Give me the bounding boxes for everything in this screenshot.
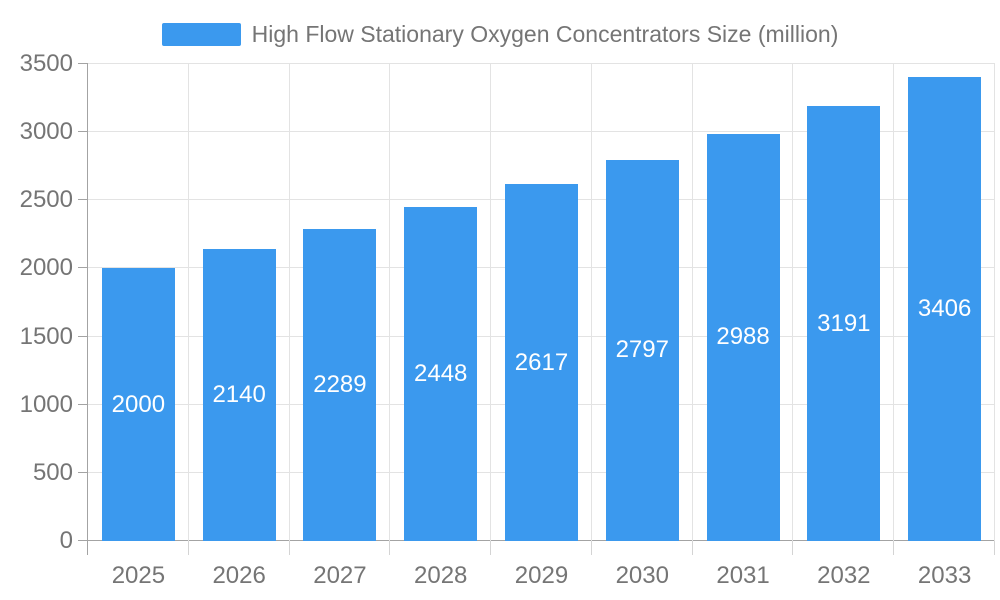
y-axis-tick xyxy=(78,540,88,541)
gridline-vertical xyxy=(389,64,391,541)
y-axis-tick xyxy=(78,267,88,269)
x-axis-tick xyxy=(792,541,794,555)
x-axis-tick-label: 2032 xyxy=(817,562,871,589)
gridline-vertical xyxy=(691,64,693,541)
x-axis-tick-label: 2026 xyxy=(212,562,266,589)
gridline-vertical xyxy=(893,64,895,541)
y-axis-tick xyxy=(78,335,88,337)
x-axis-tick-label: 2027 xyxy=(313,562,367,589)
bar-value-label: 2988 xyxy=(716,323,770,351)
x-axis-tick-label: 2028 xyxy=(414,562,468,589)
y-axis-tick-label: 1500 xyxy=(19,322,73,350)
x-axis-tick xyxy=(994,541,995,555)
x-axis-tick xyxy=(691,541,693,555)
x-axis-tick-label: 2029 xyxy=(514,562,569,589)
x-axis-tick-label: 2031 xyxy=(716,562,770,589)
x-axis-tick xyxy=(187,541,189,555)
bar-value-label: 2797 xyxy=(615,336,669,364)
bar-value-label: 2448 xyxy=(414,360,468,388)
y-axis-tick-label: 2000 xyxy=(19,254,73,282)
bar-2027[interactable]: 2289 xyxy=(303,229,377,541)
x-axis-tick xyxy=(389,541,391,555)
bar-value-label: 2289 xyxy=(313,371,367,398)
y-axis-tick xyxy=(78,63,88,64)
bar-value-label: 2617 xyxy=(514,348,569,376)
x-axis-tick xyxy=(288,541,290,555)
y-axis-tick xyxy=(78,199,88,201)
gridline-vertical xyxy=(792,64,794,541)
x-axis-tick xyxy=(590,541,592,555)
legend-swatch-icon xyxy=(161,23,241,46)
bar-2031[interactable]: 2988 xyxy=(706,133,780,541)
y-axis-tick-label: 500 xyxy=(32,458,73,486)
y-axis-tick-label: 1000 xyxy=(19,390,73,418)
gridline-vertical xyxy=(288,64,290,541)
bar-value-label: 3406 xyxy=(917,294,972,322)
legend-label: High Flow Stationary Oxygen Concentrator… xyxy=(251,21,839,47)
bar-2030[interactable]: 2797 xyxy=(605,159,679,541)
bar-2025[interactable]: 2000 xyxy=(101,268,175,541)
x-axis-tick-label: 2025 xyxy=(111,562,166,589)
bar-value-label: 2000 xyxy=(111,390,166,418)
y-axis-line xyxy=(87,64,88,555)
legend[interactable]: High Flow Stationary Oxygen Concentrator… xyxy=(0,21,1000,48)
y-axis-tick-label: 3500 xyxy=(19,50,73,77)
gridline-vertical xyxy=(187,64,189,541)
bar-2028[interactable]: 2448 xyxy=(404,207,478,541)
gridline-horizontal xyxy=(88,63,995,64)
bar-value-label: 2140 xyxy=(212,381,266,409)
x-axis-tick xyxy=(490,541,492,555)
x-axis-tick-label: 2033 xyxy=(917,562,972,589)
y-axis-tick xyxy=(78,403,88,405)
bar-2029[interactable]: 2617 xyxy=(505,184,578,541)
gridline-vertical xyxy=(490,64,492,541)
bar-value-label: 3191 xyxy=(817,309,871,337)
bar-2033[interactable]: 3406 xyxy=(908,76,982,541)
gridline-vertical xyxy=(994,64,995,541)
y-axis-tick xyxy=(78,471,88,473)
x-axis-tick xyxy=(893,541,895,555)
gridline-horizontal xyxy=(88,131,995,133)
y-axis-tick-label: 0 xyxy=(59,527,73,554)
bar-2032[interactable]: 3191 xyxy=(807,106,881,541)
bar-2026[interactable]: 2140 xyxy=(202,249,276,541)
y-axis-tick-label: 3000 xyxy=(19,118,73,146)
y-axis-tick xyxy=(78,131,88,133)
y-axis-tick-label: 2500 xyxy=(19,186,73,214)
gridline-vertical xyxy=(590,64,592,541)
x-axis-tick-label: 2030 xyxy=(615,562,669,589)
